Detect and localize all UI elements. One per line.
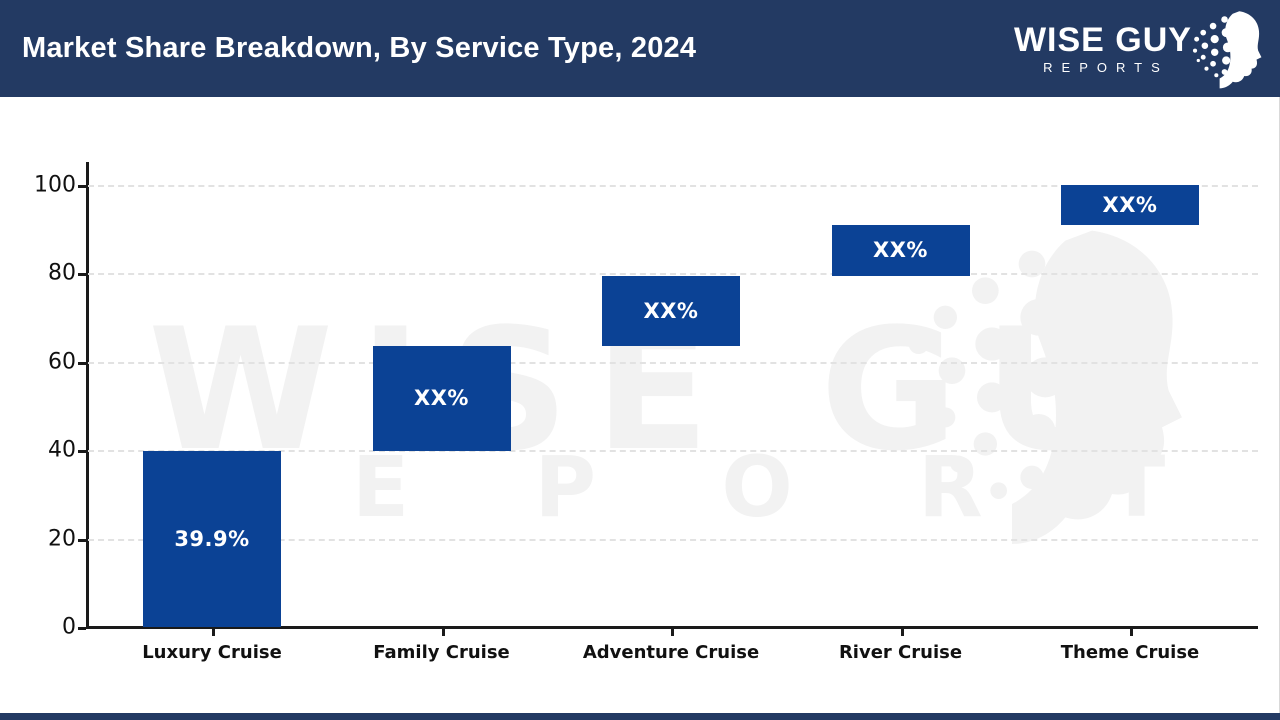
y-tick-label: 60 — [48, 349, 76, 375]
bar-value-label: XX% — [414, 386, 469, 411]
y-tick-label: 20 — [48, 526, 76, 552]
y-tick-mark — [78, 185, 86, 188]
gridline — [88, 538, 1258, 541]
gridline — [88, 450, 1258, 453]
footer-bar — [0, 713, 1280, 720]
x-category-label: Luxury Cruise — [142, 642, 282, 663]
y-tick-label: 80 — [48, 260, 76, 286]
gridline — [88, 361, 1258, 364]
x-axis — [86, 626, 1258, 629]
bar-value-label: 39.9% — [174, 526, 250, 551]
x-tick-mark — [212, 628, 215, 636]
x-tick-mark — [671, 628, 674, 636]
brand-logo-text: WISE GUY REPORTS — [1014, 22, 1192, 75]
gridline — [88, 273, 1258, 276]
x-category-label: Theme Cruise — [1060, 642, 1200, 663]
bar-family-cruise: XX% — [372, 346, 511, 451]
y-tick-mark — [78, 627, 86, 630]
y-tick-mark — [78, 450, 86, 454]
y-tick-mark — [78, 538, 86, 542]
x-category-label: River Cruise — [838, 642, 963, 663]
bar-value-label: XX% — [1102, 192, 1158, 217]
y-tick-label: 0 — [62, 614, 76, 640]
x-tick-mark — [900, 628, 904, 636]
y-tick-mark — [78, 273, 86, 277]
bar-river-cruise: XX% — [831, 224, 970, 276]
x-category-label: Family Cruise — [373, 642, 510, 663]
plot-area: 0 20 40 60 80 100 39.9% Luxury Cruise XX% Family … — [34, 162, 1258, 663]
bar-theme-cruise: XX% — [1061, 185, 1199, 225]
bar-value-label: XX% — [643, 298, 699, 323]
brand-wordmark: WISE GUY — [1013, 21, 1192, 59]
brand-subtitle: REPORTS — [1043, 60, 1169, 75]
header-bar: Market Share Breakdown, By Service Type,… — [0, 0, 1280, 97]
x-tick-mark — [1130, 628, 1133, 636]
dotted-face-logo-icon — [1192, 10, 1262, 88]
bar-adventure-cruise: XX% — [602, 275, 740, 347]
y-tick-label: 40 — [48, 437, 76, 463]
chart-title: Market Share Breakdown, By Service Type,… — [22, 32, 697, 64]
x-category-label: Adventure Cruise — [582, 642, 760, 663]
watermark-face-icon — [903, 230, 1182, 544]
y-axis — [86, 162, 89, 627]
bar-luxury-cruise: 39.9% — [143, 450, 281, 627]
bar-value-label: XX% — [873, 238, 928, 263]
y-tick-label: 100 — [34, 172, 76, 198]
x-tick-mark — [441, 628, 445, 636]
y-tick-mark — [78, 361, 86, 365]
brand-logo: WISE GUY REPORTS — [1014, 8, 1280, 90]
gridline — [88, 185, 1258, 187]
